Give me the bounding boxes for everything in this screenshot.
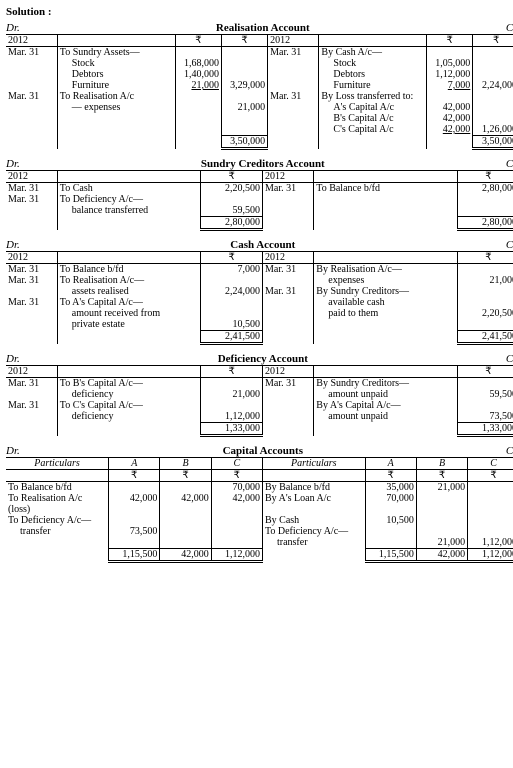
realisation-table: 2012₹₹2012₹₹ Mar. 31To Sundry Assets—Mar… (6, 35, 513, 150)
creditors-account: Dr.Sundry Creditors AccountCr. 2012₹2012… (6, 158, 513, 231)
realisation-account: Dr.Realisation AccountCr. 2012₹₹2012₹₹ M… (6, 22, 513, 150)
capital-table: ParticularsABCParticularsABC ₹₹₹₹₹₹ To B… (6, 458, 513, 563)
solution-heading: Solution : (6, 6, 513, 18)
cash-table: 2012₹2012₹ Mar. 31To Balance b/fd7,000Ma… (6, 252, 513, 345)
dr-label: Dr. (6, 22, 20, 34)
creditors-table: 2012₹2012₹ Mar. 31To Cash2,20,500Mar. 31… (6, 171, 513, 231)
deficiency-account: Dr.Deficiency AccountCr. 2012₹2012₹ Mar.… (6, 353, 513, 437)
deficiency-table: 2012₹2012₹ Mar. 31To B's Capital A/c—Mar… (6, 366, 513, 437)
account-title: Realisation Account (20, 22, 506, 34)
cash-account: Dr.Cash AccountCr. 2012₹2012₹ Mar. 31To … (6, 239, 513, 345)
capital-accounts: Dr.Capital AccountsCr. ParticularsABCPar… (6, 445, 513, 563)
cr-label: Cr. (506, 22, 513, 34)
